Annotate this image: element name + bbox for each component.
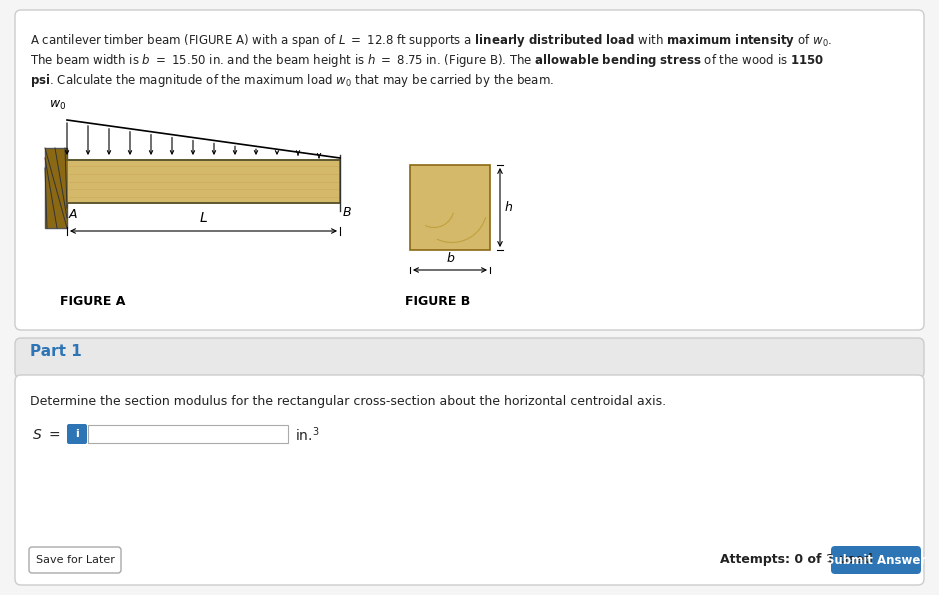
Text: FIGURE B: FIGURE B xyxy=(405,295,470,308)
Bar xyxy=(45,148,67,228)
Text: Part 1: Part 1 xyxy=(30,345,82,359)
Text: b: b xyxy=(446,252,454,265)
Text: B: B xyxy=(343,206,351,219)
Text: h: h xyxy=(505,201,513,214)
Text: $\bf{psi}$. Calculate the magnitude of the maximum load $w_0$ that may be carrie: $\bf{psi}$. Calculate the magnitude of t… xyxy=(30,72,554,89)
Bar xyxy=(67,160,340,203)
FancyBboxPatch shape xyxy=(15,375,924,585)
Text: A cantilever timber beam (FIGURE A) with a span of $L\ =\ 12.8$ ft supports a $\: A cantilever timber beam (FIGURE A) with… xyxy=(30,32,832,49)
Text: $S\ =$: $S\ =$ xyxy=(32,428,60,442)
FancyBboxPatch shape xyxy=(15,338,924,378)
Text: The beam width is $b\ =\ 15.50$ in. and the beam height is $h\ =\ 8.75$ in. (Fig: The beam width is $b\ =\ 15.50$ in. and … xyxy=(30,52,824,69)
Text: $w_0$: $w_0$ xyxy=(49,99,67,112)
FancyBboxPatch shape xyxy=(29,547,121,573)
Text: in.$^3$: in.$^3$ xyxy=(295,425,319,444)
Text: Attempts: 0 of 1 used: Attempts: 0 of 1 used xyxy=(720,553,872,566)
Text: Submit Answer: Submit Answer xyxy=(826,553,926,566)
Text: A: A xyxy=(69,208,78,221)
Text: L: L xyxy=(200,211,208,225)
Bar xyxy=(88,425,288,443)
FancyBboxPatch shape xyxy=(67,424,87,444)
Bar xyxy=(410,165,490,250)
FancyBboxPatch shape xyxy=(15,10,924,330)
Text: Save for Later: Save for Later xyxy=(36,555,115,565)
Text: Determine the section modulus for the rectangular cross-section about the horizo: Determine the section modulus for the re… xyxy=(30,395,666,408)
Text: i: i xyxy=(75,429,79,439)
Text: FIGURE A: FIGURE A xyxy=(60,295,126,308)
FancyBboxPatch shape xyxy=(831,546,921,574)
